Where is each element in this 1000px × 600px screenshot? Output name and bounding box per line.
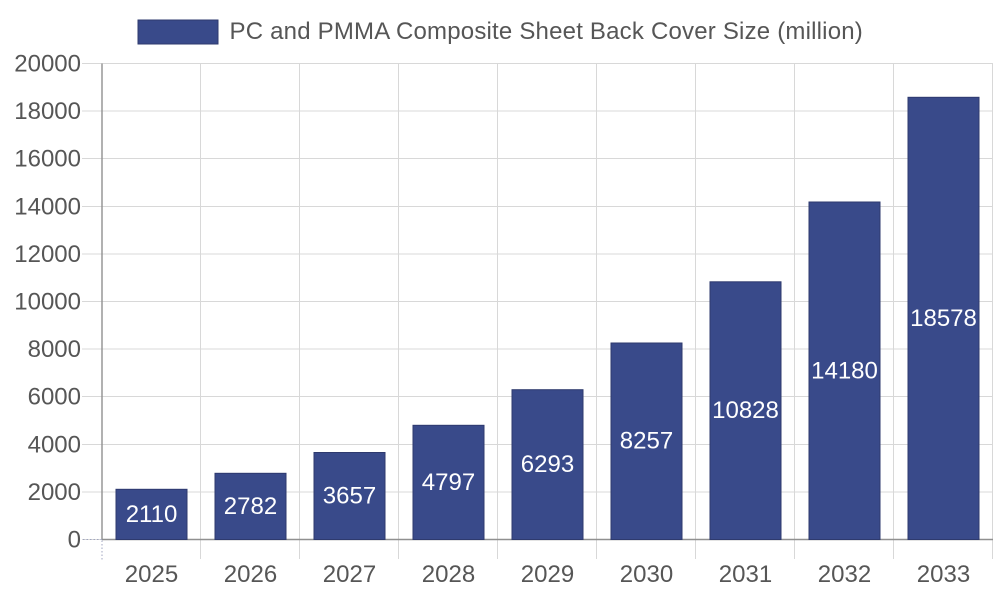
svg-text:2028: 2028 xyxy=(422,561,475,588)
svg-text:20000: 20000 xyxy=(14,51,81,78)
svg-text:8000: 8000 xyxy=(28,336,81,363)
svg-text:10828: 10828 xyxy=(712,397,779,424)
svg-text:PC and PMMA Composite Sheet Ba: PC and PMMA Composite Sheet Back Cover S… xyxy=(230,18,864,45)
svg-text:14000: 14000 xyxy=(14,193,81,220)
svg-text:14180: 14180 xyxy=(811,357,878,384)
svg-text:2029: 2029 xyxy=(521,561,574,588)
svg-text:6293: 6293 xyxy=(521,451,574,478)
svg-text:2030: 2030 xyxy=(620,561,673,588)
svg-text:3657: 3657 xyxy=(323,483,376,510)
svg-text:2026: 2026 xyxy=(224,561,277,588)
svg-text:2032: 2032 xyxy=(818,561,871,588)
svg-text:2033: 2033 xyxy=(917,561,970,588)
svg-text:10000: 10000 xyxy=(14,289,81,316)
svg-text:6000: 6000 xyxy=(28,384,81,411)
svg-text:4000: 4000 xyxy=(28,431,81,458)
svg-text:0: 0 xyxy=(68,527,81,554)
svg-text:2025: 2025 xyxy=(125,561,178,588)
svg-text:18578: 18578 xyxy=(910,305,977,332)
svg-text:4797: 4797 xyxy=(422,469,475,496)
svg-text:2110: 2110 xyxy=(126,501,178,528)
svg-text:8257: 8257 xyxy=(620,428,673,455)
svg-text:16000: 16000 xyxy=(14,146,81,173)
svg-text:2031: 2031 xyxy=(719,561,772,588)
svg-text:18000: 18000 xyxy=(14,98,81,125)
svg-text:2782: 2782 xyxy=(224,493,277,520)
svg-text:2027: 2027 xyxy=(323,561,376,588)
svg-text:12000: 12000 xyxy=(14,241,81,268)
svg-text:2000: 2000 xyxy=(28,479,81,506)
